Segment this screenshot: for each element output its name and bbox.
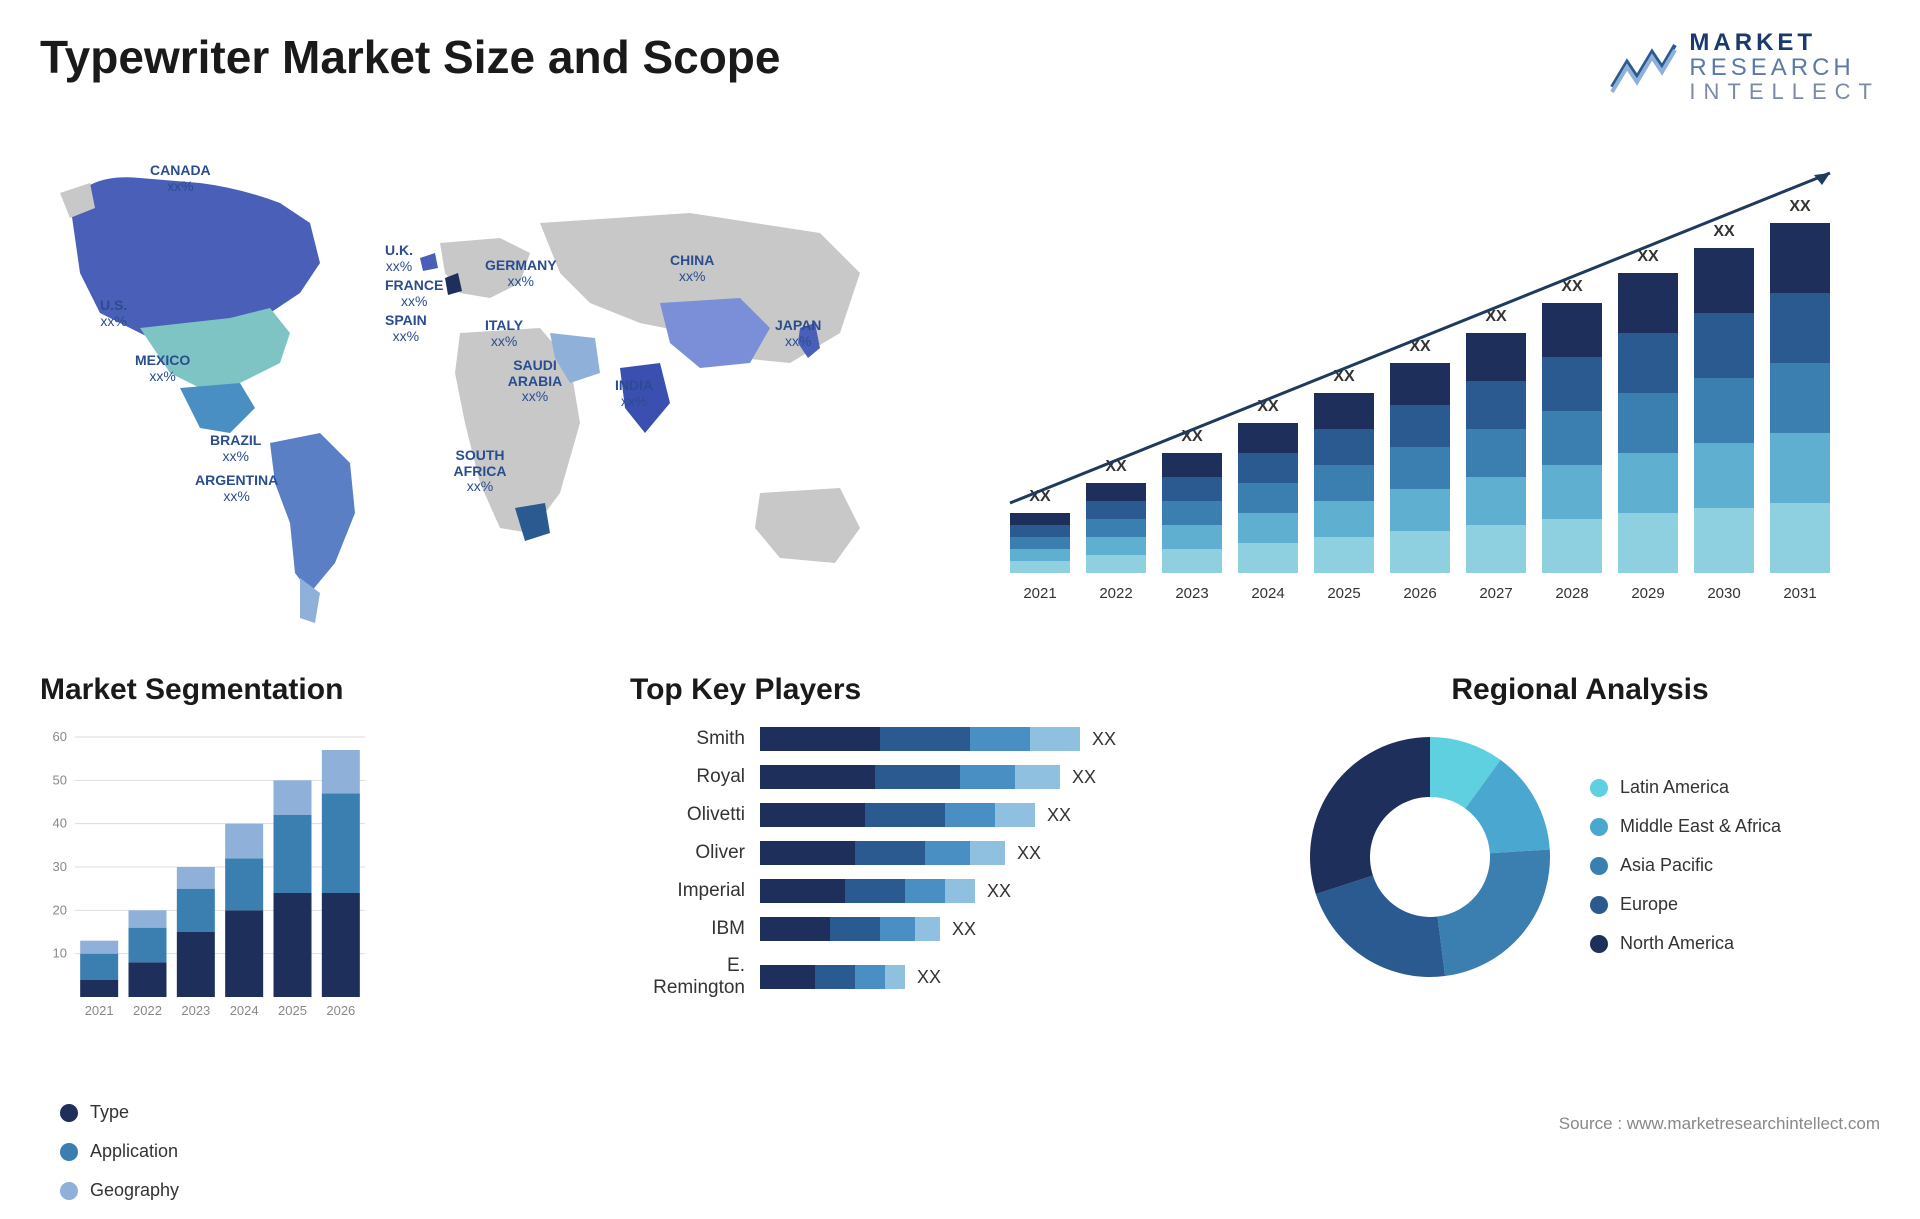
svg-text:XX: XX xyxy=(1789,198,1811,215)
svg-text:2023: 2023 xyxy=(1175,585,1208,602)
brand-logo: MARKET RESEARCH INTELLECT xyxy=(1607,30,1880,103)
world-map-panel: CANADAxx% U.S.xx% MEXICOxx% BRAZILxx% ARGENT… xyxy=(40,123,940,643)
segmentation-title: Market Segmentation xyxy=(40,673,600,707)
map-label: CHINAxx% xyxy=(670,253,714,284)
page-title: Typewriter Market Size and Scope xyxy=(40,30,781,84)
map-label: FRANCExx% xyxy=(385,278,443,309)
legend-item: Type xyxy=(60,1102,600,1123)
player-row: ImperialXX xyxy=(630,879,1250,903)
map-label: BRAZILxx% xyxy=(210,433,261,464)
svg-text:30: 30 xyxy=(53,859,67,874)
legend-item: Middle East & Africa xyxy=(1590,816,1880,837)
map-label: GERMANYxx% xyxy=(485,258,557,289)
growth-chart: XX2021XX2022XX2023XX2024XX2025XX2026XX20… xyxy=(980,143,1880,643)
logo-text-2: RESEARCH xyxy=(1689,55,1880,80)
svg-text:60: 60 xyxy=(53,729,67,744)
player-row: OlivettiXX xyxy=(630,803,1250,827)
map-label: JAPANxx% xyxy=(775,318,821,349)
map-label: ITALYxx% xyxy=(485,318,523,349)
growth-chart-panel: XX2021XX2022XX2023XX2024XX2025XX2026XX20… xyxy=(980,123,1880,643)
map-label: MEXICOxx% xyxy=(135,353,190,384)
logo-icon xyxy=(1607,37,1677,97)
svg-text:2025: 2025 xyxy=(1327,585,1360,602)
legend-item: Latin America xyxy=(1590,777,1880,798)
svg-text:2026: 2026 xyxy=(1403,585,1436,602)
svg-text:20: 20 xyxy=(53,903,67,918)
svg-text:XX: XX xyxy=(1713,223,1735,240)
player-row: E. RemingtonXX xyxy=(630,955,1250,999)
svg-text:2026: 2026 xyxy=(326,1003,355,1018)
players-list: SmithXX RoyalXX OlivettiXX OliverXX Imperial… xyxy=(630,727,1250,1013)
regional-donut xyxy=(1300,727,1560,987)
svg-text:2029: 2029 xyxy=(1631,585,1664,602)
svg-text:2025: 2025 xyxy=(278,1003,307,1018)
map-label: SAUDI ARABIAxx% xyxy=(495,358,575,404)
regional-legend: Latin America Middle East & Africa Asia Pa… xyxy=(1580,727,1880,987)
player-row: IBMXX xyxy=(630,917,1250,941)
map-label: ARGENTINAxx% xyxy=(195,473,278,504)
map-label: U.S.xx% xyxy=(100,298,127,329)
regional-panel: Regional Analysis Latin America Middle Ea… xyxy=(1280,673,1880,1053)
source-attribution: Source : www.marketresearchintellect.com xyxy=(1559,1114,1880,1134)
svg-text:40: 40 xyxy=(53,816,67,831)
svg-text:2024: 2024 xyxy=(1251,585,1284,602)
svg-text:2021: 2021 xyxy=(1023,585,1056,602)
svg-text:2022: 2022 xyxy=(1099,585,1132,602)
player-row: OliverXX xyxy=(630,841,1250,865)
segmentation-legend: Type Application Geography xyxy=(40,1042,600,1219)
legend-item: North America xyxy=(1590,933,1880,954)
logo-text-3: INTELLECT xyxy=(1689,80,1880,103)
players-panel: Top Key Players SmithXX RoyalXX OlivettiXX… xyxy=(630,673,1250,1053)
players-title: Top Key Players xyxy=(630,673,1250,707)
segmentation-chart: 10 20 30 40 50 60 2021 2022 2023 2024 2025 2026 xyxy=(40,727,380,1037)
legend-item: Application xyxy=(60,1141,600,1162)
player-row: RoyalXX xyxy=(630,765,1250,789)
svg-text:2031: 2031 xyxy=(1783,585,1816,602)
legend-item: Asia Pacific xyxy=(1590,855,1880,876)
svg-text:50: 50 xyxy=(53,773,67,788)
map-label: U.K.xx% xyxy=(385,243,413,274)
logo-text-1: MARKET xyxy=(1689,30,1880,55)
regional-title: Regional Analysis xyxy=(1280,673,1880,707)
svg-text:2030: 2030 xyxy=(1707,585,1740,602)
svg-text:2023: 2023 xyxy=(181,1003,210,1018)
svg-text:2027: 2027 xyxy=(1479,585,1512,602)
legend-item: Geography xyxy=(60,1180,600,1201)
svg-text:2024: 2024 xyxy=(230,1003,259,1018)
map-label: CANADAxx% xyxy=(150,163,211,194)
svg-text:2022: 2022 xyxy=(133,1003,162,1018)
svg-text:10: 10 xyxy=(53,946,67,961)
segmentation-panel: Market Segmentation 10 20 30 40 50 60 2021 2022… xyxy=(40,673,600,1053)
svg-text:2028: 2028 xyxy=(1555,585,1588,602)
map-label: SPAINxx% xyxy=(385,313,427,344)
map-label: INDIAxx% xyxy=(615,378,653,409)
svg-text:2021: 2021 xyxy=(85,1003,114,1018)
map-label: SOUTH AFRICAxx% xyxy=(440,448,520,494)
player-row: SmithXX xyxy=(630,727,1250,751)
legend-item: Europe xyxy=(1590,894,1880,915)
